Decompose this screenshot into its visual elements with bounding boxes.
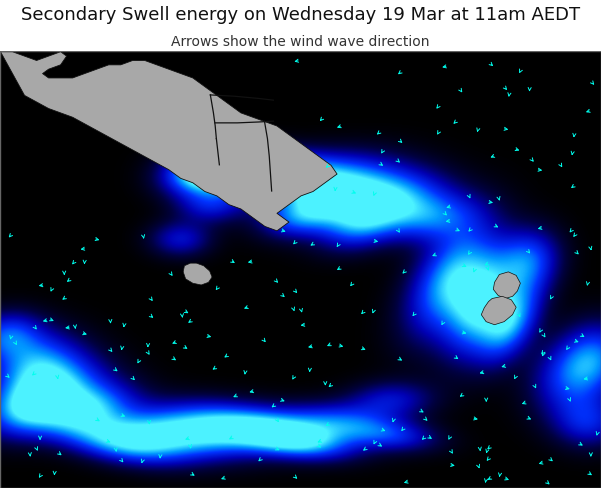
Text: Secondary Swell energy on Wednesday 19 Mar at 11am AEDT: Secondary Swell energy on Wednesday 19 M… [21,6,580,24]
Text: Arrows show the wind wave direction: Arrows show the wind wave direction [171,35,430,49]
